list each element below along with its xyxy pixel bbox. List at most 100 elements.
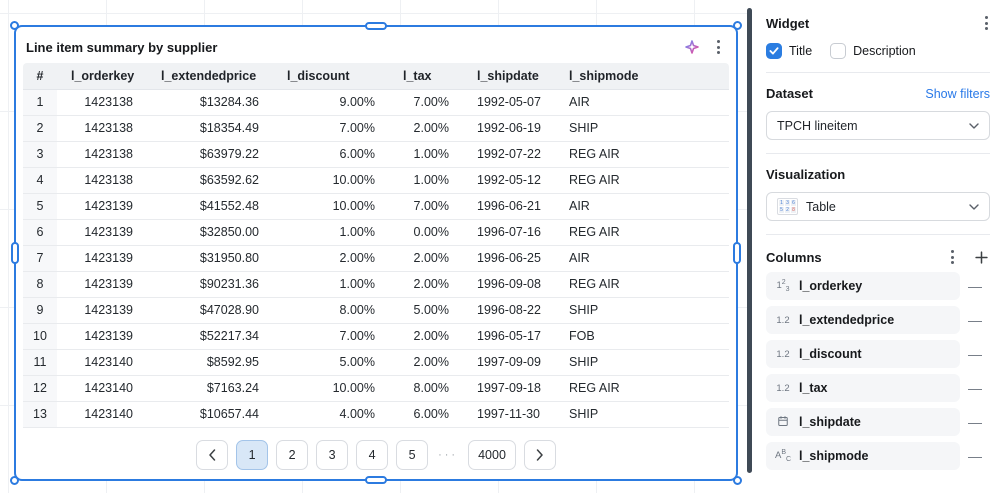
table-cell: 1996-06-21 [463,193,555,220]
resize-handle-top-right[interactable] [733,21,742,30]
table-cell: 6.00% [273,141,389,168]
column-item-l_orderkey[interactable]: 123 l_orderkey [766,272,960,300]
title-checkbox[interactable] [766,43,782,59]
section-divider [766,153,990,154]
column-item-row: 1.2 l_extendedprice — [766,306,990,334]
remove-column-button[interactable]: — [960,448,990,464]
remove-column-button[interactable]: — [960,414,990,430]
panel-resize-bar[interactable] [747,8,752,473]
column-header[interactable]: l_shipmode [555,63,729,90]
page-button[interactable]: 1 [236,439,269,470]
table-cell: 5.00% [389,297,463,324]
column-item-l_shipmode[interactable]: ABC l_shipmode [766,442,960,470]
table-cell: SHIP [555,349,729,376]
dataset-select[interactable]: TPCH lineitem [766,111,990,140]
table-cell: $18354.49 [147,115,273,142]
page-ellipsis: ··· [438,448,459,461]
columns-menu-icon[interactable] [949,248,956,266]
table-cell: 2.00% [273,245,389,272]
number-type-icon: 1.2 [776,382,790,394]
widget-checkboxes: Title Description [766,43,990,59]
column-header[interactable]: l_shipdate [463,63,555,90]
number-type-icon: 1.2 [776,314,790,326]
number-type-icon: 1.2 [776,348,790,360]
row-number-cell: 13 [23,401,57,428]
row-number-cell: 1 [23,89,57,116]
column-header[interactable]: l_extendedprice [147,63,273,90]
table-cell: 1.00% [273,271,389,298]
data-table: # l_orderkey l_extendedprice l_discount l_ta… [23,63,729,428]
settings-panel: Widget Title Description Dataset Show fil… [753,0,1000,493]
page-button[interactable]: 4 [356,439,389,470]
widget-card[interactable]: Line item summary by supplier [10,21,742,485]
description-checkbox-label[interactable]: Description [830,43,916,59]
page-button[interactable]: 5 [396,439,429,470]
integer-type-icon: 123 [776,278,790,294]
page-button[interactable]: 2 [276,439,309,470]
column-header[interactable]: l_orderkey [57,63,147,90]
prev-page-button[interactable] [196,439,229,470]
widget-title[interactable]: Line item summary by supplier [26,39,218,55]
page-button[interactable]: 4000 [468,439,516,470]
dataset-select-value: TPCH lineitem [777,118,858,133]
widget-section-menu-icon[interactable] [983,14,990,32]
table-cell: 1992-05-12 [463,167,555,194]
row-number-cell: 9 [23,297,57,324]
row-number-cell: 7 [23,245,57,272]
resize-handle-top[interactable] [365,22,387,30]
table-cell: REG AIR [555,271,729,298]
ai-sparkle-icon[interactable] [684,39,700,55]
column-header[interactable]: l_tax [389,63,463,90]
table-cell: $8592.95 [147,349,273,376]
column-header[interactable]: l_discount [273,63,389,90]
show-filters-link[interactable]: Show filters [925,86,990,101]
column-item-l_discount[interactable]: 1.2 l_discount [766,340,960,368]
table-cell: 1423140 [57,349,147,376]
column-item-l_tax[interactable]: 1.2 l_tax [766,374,960,402]
table-cell: $63979.22 [147,141,273,168]
table-cell: 1996-06-25 [463,245,555,272]
resize-handle-bottom[interactable] [365,476,387,484]
table-cell: $52217.34 [147,323,273,350]
table-cell: 1423140 [57,375,147,402]
column-item-row: 123 l_orderkey — [766,272,990,300]
resize-handle-bottom-right[interactable] [733,476,742,485]
add-column-icon[interactable] [973,249,990,266]
column-item-l_shipdate[interactable]: l_shipdate [766,408,960,436]
resize-handle-left[interactable] [11,242,19,264]
table-cell: 1996-08-22 [463,297,555,324]
resize-handle-top-left[interactable] [10,21,19,30]
table-cell: 1423139 [57,297,147,324]
page-button[interactable]: 3 [316,439,349,470]
table-cell: REG AIR [555,219,729,246]
title-checkbox-label[interactable]: Title [766,43,812,59]
dashboard-canvas[interactable]: Line item summary by supplier [0,0,747,493]
next-page-button[interactable] [523,439,556,470]
table-cell: 1992-05-07 [463,89,555,116]
table-cell: AIR [555,193,729,220]
remove-column-button[interactable]: — [960,346,990,362]
widget-menu-icon[interactable] [715,38,722,56]
description-checkbox[interactable] [830,43,847,59]
column-header[interactable]: # [23,63,57,90]
column-item-l_extendedprice[interactable]: 1.2 l_extendedprice [766,306,960,334]
resize-handle-right[interactable] [733,242,741,264]
resize-handle-bottom-left[interactable] [10,476,19,485]
remove-column-button[interactable]: — [960,278,990,294]
row-number-cell: 5 [23,193,57,220]
column-item-label: l_orderkey [799,279,863,293]
row-number-cell: 2 [23,115,57,142]
date-type-icon [775,415,791,430]
chevron-right-icon [535,448,544,461]
table-cell: 1997-09-18 [463,375,555,402]
table-row: 11 1423140 $8592.95 5.00% 2.00% 1997-09-09 SHI… [23,349,729,376]
remove-column-button[interactable]: — [960,380,990,396]
table-cell: 1997-11-30 [463,401,555,428]
table-cell: 1997-09-09 [463,349,555,376]
table-cell: 1423138 [57,115,147,142]
remove-column-button[interactable]: — [960,312,990,328]
table-cell: 1.00% [389,167,463,194]
chevron-down-icon [969,122,979,129]
